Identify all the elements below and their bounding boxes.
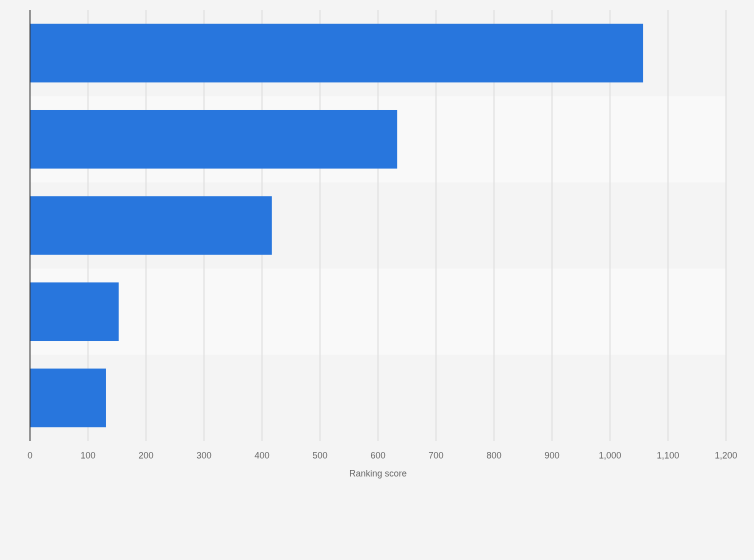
- x-tick-label: 100: [80, 450, 95, 460]
- x-tick-label: 400: [254, 450, 269, 460]
- x-tick-label: 900: [544, 450, 559, 460]
- x-tick-label: 200: [138, 450, 153, 460]
- x-axis-title: Ranking score: [349, 468, 407, 478]
- x-tick-label: 700: [428, 450, 443, 460]
- bars: [30, 23, 644, 428]
- x-tick-label: 600: [370, 450, 385, 460]
- bar: [30, 282, 119, 342]
- x-tick-label: 300: [196, 450, 211, 460]
- x-tick-label: 500: [312, 450, 327, 460]
- x-tick-label: 1,000: [599, 450, 622, 460]
- bar: [30, 109, 398, 169]
- bar: [30, 196, 272, 255]
- x-tick-label: 0: [27, 450, 32, 460]
- bar: [30, 368, 106, 428]
- x-tick-label: 800: [486, 450, 501, 460]
- bar: [30, 23, 644, 83]
- x-tick-label: 1,200: [715, 450, 738, 460]
- x-tick-label: 1,100: [657, 450, 680, 460]
